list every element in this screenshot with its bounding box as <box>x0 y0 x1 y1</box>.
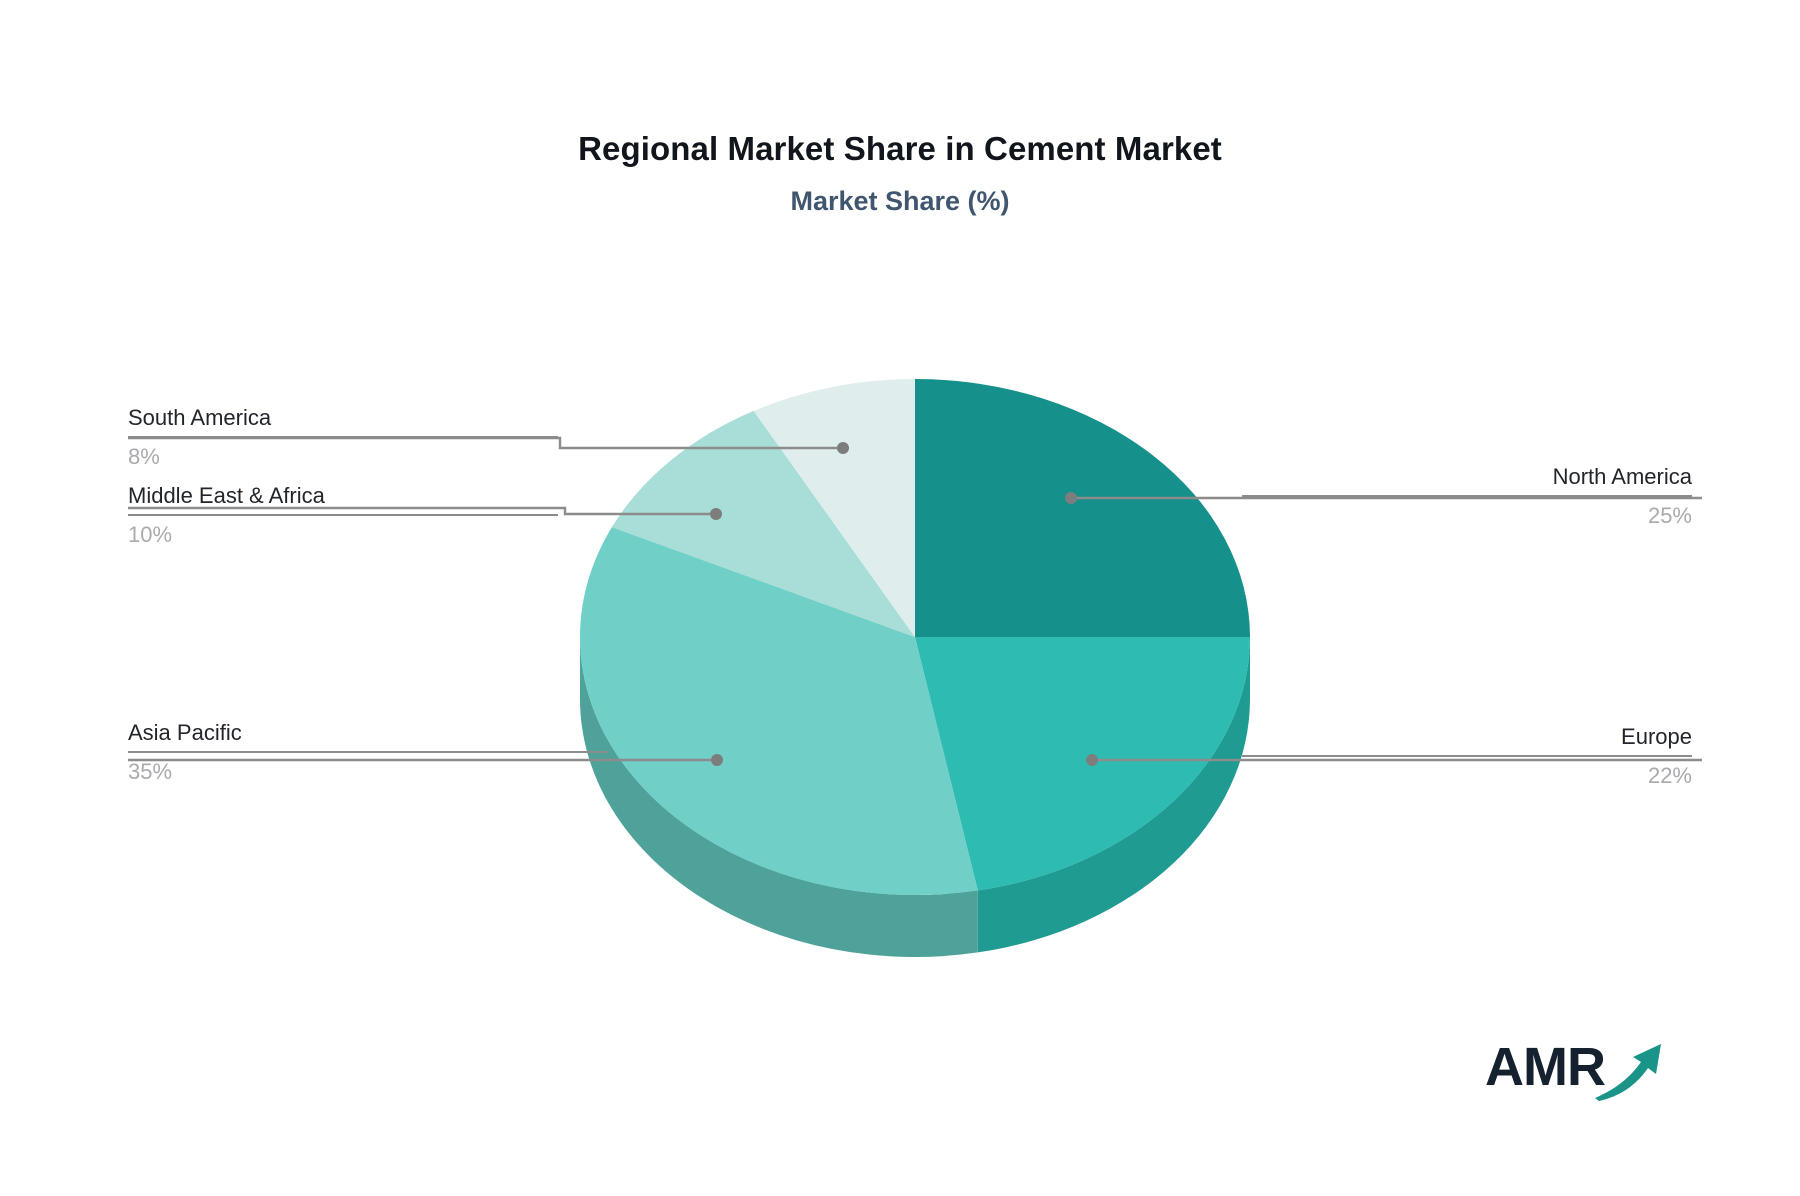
leader-dot-north-america <box>1065 492 1077 504</box>
pie-depth-layer <box>580 637 1250 957</box>
callout-value-europe: 22% <box>1647 763 1692 788</box>
leader-line-middle-east <box>128 506 716 516</box>
callout-south-america: South America 8% <box>128 403 558 472</box>
pie-slice-south-america[interactable] <box>753 379 915 637</box>
pie-slice-side-asia-pacific <box>580 637 978 957</box>
callout-asia-pacific: Asia Pacific 35% <box>128 718 608 787</box>
callout-value-south-america: 8% <box>128 444 160 469</box>
chart-subtitle: Market Share (%) <box>790 186 1010 216</box>
growth-arrow-icon <box>1595 1044 1661 1101</box>
callout-value-north-america: 25% <box>1647 503 1692 528</box>
callout-rule-middle-east-africa <box>128 514 558 516</box>
pie-top-layer <box>580 379 1250 895</box>
pie-slice-north-america[interactable] <box>915 379 1250 637</box>
callout-label-south-america: South America <box>128 405 272 430</box>
callout-middle-east-africa: Middle East & Africa 10% <box>128 481 558 550</box>
callout-label-europe: Europe <box>1621 724 1692 749</box>
pie-slice-side-europe <box>977 637 1250 953</box>
callout-rule-north-america <box>1242 495 1692 497</box>
callout-north-america: North America 25% <box>1242 462 1692 531</box>
pie-slice-middle-east-africa[interactable] <box>611 410 915 637</box>
callout-rule-europe <box>1242 755 1692 757</box>
callout-value-asia-pacific: 35% <box>128 759 173 784</box>
page-title: Regional Market Share in Cement Market <box>578 130 1222 167</box>
callout-value-middle-east-africa: 10% <box>128 522 173 547</box>
amr-logo: AMR <box>1485 1036 1665 1108</box>
leader-line-south-america <box>128 436 843 450</box>
amr-logo-text: AMR <box>1485 1037 1606 1097</box>
leader-dot-south-america <box>837 442 849 454</box>
leader-dot-asia-pacific <box>711 754 723 766</box>
callout-label-north-america: North America <box>1552 464 1692 489</box>
pie-slice-asia-pacific[interactable] <box>580 527 978 895</box>
callout-europe: Europe 22% <box>1242 722 1692 791</box>
pie-leader-lines <box>128 436 1702 766</box>
callout-rule-south-america <box>128 436 558 438</box>
leader-dot-middle-east <box>710 508 722 520</box>
leader-dot-europe <box>1086 754 1098 766</box>
pie-slice-europe[interactable] <box>915 637 1250 891</box>
callout-rule-asia-pacific <box>128 751 608 753</box>
callout-label-middle-east-africa: Middle East & Africa <box>128 483 325 508</box>
callout-label-asia-pacific: Asia Pacific <box>128 720 242 745</box>
